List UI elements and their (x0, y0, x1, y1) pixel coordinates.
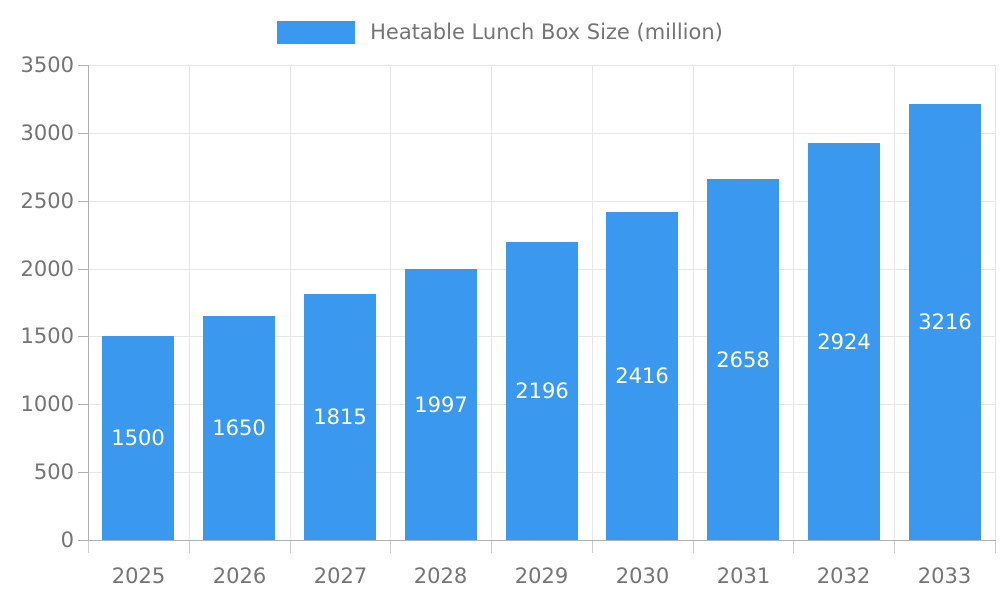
bar-value-label: 1997 (414, 392, 468, 417)
y-tick-label: 1000 (20, 392, 74, 416)
h-gridline (88, 201, 995, 202)
x-tick (592, 541, 593, 553)
v-gridline (390, 65, 391, 540)
bar-value-label: 2924 (817, 329, 871, 354)
x-tick (995, 541, 996, 553)
bar-value-label: 3216 (918, 310, 972, 334)
legend-label: Heatable Lunch Box Size (million) (370, 20, 723, 44)
x-tick-label: 2028 (413, 564, 468, 588)
bar-value-label: 1650 (212, 416, 266, 440)
y-tick-label: 2000 (20, 257, 74, 281)
v-gridline (592, 65, 593, 540)
y-tick-label: 0 (60, 528, 74, 552)
x-tick (491, 541, 492, 553)
bar[interactable]: 1500 (102, 336, 174, 540)
y-tick (78, 336, 88, 337)
bar-value-label: 1500 (111, 426, 165, 450)
y-tick (78, 472, 88, 473)
x-tick-label: 2032 (816, 564, 871, 588)
y-tick-label: 500 (33, 460, 74, 484)
x-tick (894, 541, 895, 553)
bar[interactable]: 2196 (506, 242, 578, 540)
bar-value-label: 2658 (716, 347, 770, 372)
bar[interactable]: 1650 (203, 316, 275, 540)
x-tick (290, 541, 291, 553)
v-gridline (491, 65, 492, 540)
x-tick-label: 2033 (917, 564, 972, 588)
y-tick-label: 3000 (20, 121, 74, 145)
x-tick-label: 2029 (514, 564, 569, 588)
bar[interactable]: 2658 (707, 179, 779, 540)
v-gridline (995, 65, 996, 540)
y-tick-label: 3500 (20, 53, 74, 77)
x-tick (693, 541, 694, 553)
x-tick (793, 541, 794, 553)
x-tick-label: 2031 (716, 564, 771, 588)
bar[interactable]: 1997 (405, 269, 477, 540)
legend[interactable]: Heatable Lunch Box Size (million) (0, 20, 1000, 44)
v-gridline (793, 65, 794, 540)
x-tick (390, 541, 391, 553)
y-tick (78, 269, 88, 270)
x-tick-label: 2030 (615, 564, 670, 588)
v-gridline (189, 65, 190, 540)
bar[interactable]: 1815 (304, 294, 376, 540)
h-gridline (88, 65, 995, 66)
bar-value-label: 1815 (313, 405, 367, 429)
h-gridline (88, 133, 995, 134)
bar[interactable]: 2924 (808, 143, 880, 540)
x-tick (189, 541, 190, 553)
y-tick (78, 404, 88, 405)
v-gridline (693, 65, 694, 540)
y-tick (78, 65, 88, 66)
bar[interactable]: 3216 (909, 104, 981, 540)
x-tick-label: 2025 (111, 564, 166, 588)
y-tick-label: 1500 (20, 324, 74, 348)
y-tick (78, 540, 88, 541)
y-tick (78, 133, 88, 134)
legend-swatch-icon (277, 20, 356, 44)
x-tick-label: 2027 (313, 564, 368, 588)
v-gridline (894, 65, 895, 540)
y-tick (78, 201, 88, 202)
v-gridline (290, 65, 291, 540)
x-axis-line (88, 540, 996, 541)
bar-value-label: 2416 (615, 364, 669, 388)
x-tick-label: 2026 (212, 564, 267, 588)
x-tick (88, 541, 89, 553)
y-axis-line (88, 65, 89, 541)
bar-value-label: 2196 (515, 379, 569, 403)
y-tick-label: 2500 (20, 189, 74, 213)
bar[interactable]: 2416 (606, 212, 678, 540)
